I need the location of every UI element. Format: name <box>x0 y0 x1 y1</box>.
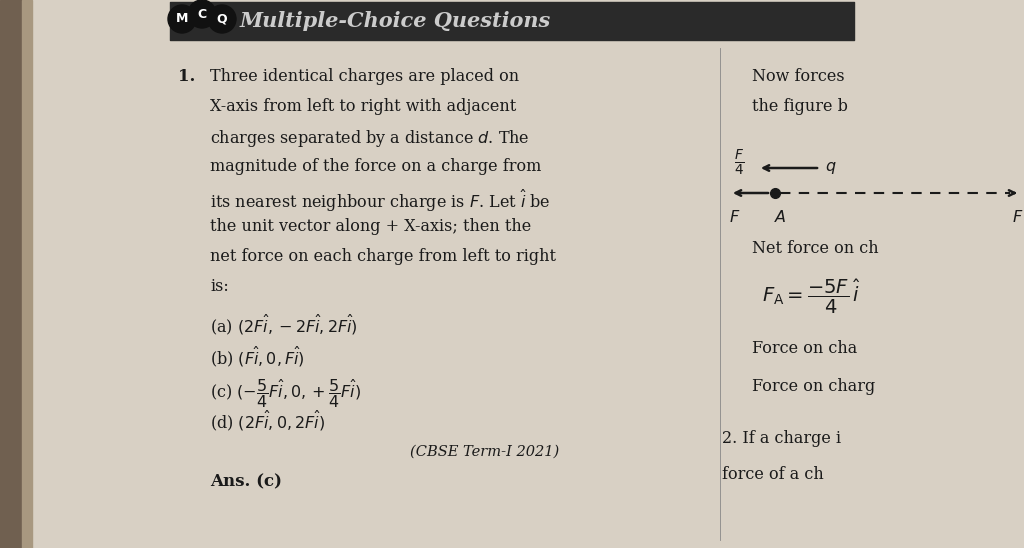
Circle shape <box>208 5 236 33</box>
Text: 2. If a charge i: 2. If a charge i <box>722 430 841 447</box>
Text: (d) $(2F\hat{i},  0,  2F\hat{i})$: (d) $(2F\hat{i}, 0, 2F\hat{i})$ <box>210 409 326 433</box>
Bar <box>170 2 854 40</box>
Text: (a) $(2F\hat{i},  -2F\hat{i},  2F\hat{i})$: (a) $(2F\hat{i}, -2F\hat{i}, 2F\hat{i})$ <box>210 313 357 337</box>
Text: force of a ch: force of a ch <box>722 466 823 483</box>
Text: the figure b: the figure b <box>752 98 848 115</box>
Text: charges separated by a distance $d$. The: charges separated by a distance $d$. The <box>210 128 529 149</box>
Text: (b) $(F\hat{i},  0,  F\hat{i})$: (b) $(F\hat{i}, 0, F\hat{i})$ <box>210 345 305 369</box>
Text: (c) $(-\dfrac{5}{4}F\hat{i},  0,  +\dfrac{5}{4}F\hat{i})$: (c) $(-\dfrac{5}{4}F\hat{i}, 0, +\dfrac{… <box>210 377 360 410</box>
Text: Now forces: Now forces <box>752 68 845 85</box>
Text: $A$: $A$ <box>774 209 786 226</box>
Text: its nearest neighbour charge is $F$. Let $\hat{i}$ be: its nearest neighbour charge is $F$. Let… <box>210 188 550 214</box>
Text: X-axis from left to right with adjacent: X-axis from left to right with adjacent <box>210 98 516 115</box>
Text: Q: Q <box>217 13 227 26</box>
Text: Three identical charges are placed on: Three identical charges are placed on <box>210 68 519 85</box>
Text: M: M <box>176 13 188 26</box>
Text: net force on each charge from left to right: net force on each charge from left to ri… <box>210 248 556 265</box>
Circle shape <box>168 5 196 33</box>
Text: $F$: $F$ <box>1013 209 1024 226</box>
Text: $F$: $F$ <box>729 209 740 226</box>
Text: $F_{\mathrm{A}} = \dfrac{-5F}{\ 4}\,\hat{i}$: $F_{\mathrm{A}} = \dfrac{-5F}{\ 4}\,\hat… <box>762 278 861 316</box>
Circle shape <box>188 0 216 28</box>
Text: is:: is: <box>210 278 228 295</box>
Bar <box>0 0 22 548</box>
Text: the unit vector along + X-axis; then the: the unit vector along + X-axis; then the <box>210 218 531 235</box>
Text: C: C <box>198 8 207 20</box>
Text: Ans. (c): Ans. (c) <box>210 473 282 490</box>
Text: Force on charg: Force on charg <box>752 378 876 395</box>
Text: 1.: 1. <box>178 68 196 85</box>
Bar <box>22 0 32 548</box>
Text: Multiple-Choice Questions: Multiple-Choice Questions <box>240 11 551 31</box>
Text: Net force on ch: Net force on ch <box>752 240 879 257</box>
Text: (CBSE Term-I 2021): (CBSE Term-I 2021) <box>410 445 559 459</box>
Text: Force on cha: Force on cha <box>752 340 857 357</box>
Text: $q$: $q$ <box>825 159 837 176</box>
Text: $\frac{F}{4}$: $\frac{F}{4}$ <box>734 148 744 178</box>
Text: magnitude of the force on a charge from: magnitude of the force on a charge from <box>210 158 542 175</box>
